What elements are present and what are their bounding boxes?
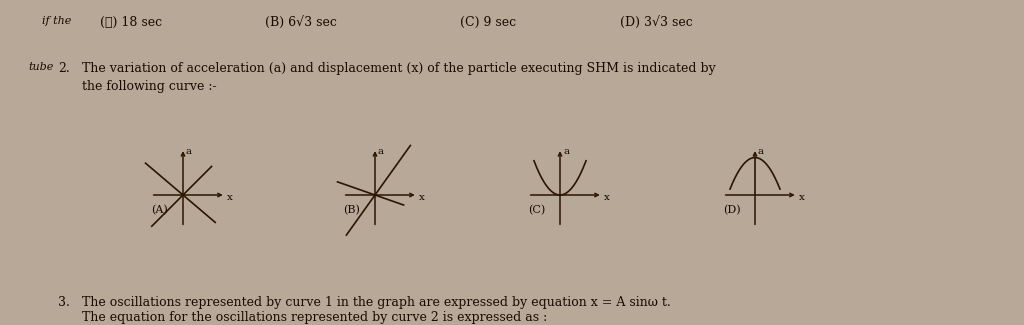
Text: (B) 6√3 sec: (B) 6√3 sec [265,16,337,29]
Text: a: a [378,147,384,156]
Text: a: a [563,147,569,156]
Text: The equation for the oscillations represented by curve 2 is expressed as :: The equation for the oscillations repres… [82,311,547,324]
Text: (C): (C) [527,205,545,215]
Text: x: x [604,193,610,202]
Text: The oscillations represented by curve 1 in the graph are expressed by equation x: The oscillations represented by curve 1 … [82,296,671,309]
Text: (C) 9 sec: (C) 9 sec [460,16,516,29]
Text: a: a [758,147,764,156]
Text: tube: tube [28,62,53,72]
Text: (✓) 18 sec: (✓) 18 sec [100,16,162,29]
Text: x: x [227,193,233,202]
Text: The variation of acceleration (a) and displacement (x) of the particle executing: The variation of acceleration (a) and di… [82,62,716,75]
Text: 3.: 3. [58,296,70,309]
Text: 2.: 2. [58,62,70,75]
Text: x: x [419,193,425,202]
Text: a: a [186,147,193,156]
Text: the following curve :-: the following curve :- [82,80,217,93]
Text: if the: if the [42,16,72,26]
Text: x: x [799,193,805,202]
Text: (D): (D) [723,205,740,215]
Text: (A): (A) [151,205,168,215]
Text: (B): (B) [343,205,359,215]
Text: (D) 3√3 sec: (D) 3√3 sec [620,16,693,29]
